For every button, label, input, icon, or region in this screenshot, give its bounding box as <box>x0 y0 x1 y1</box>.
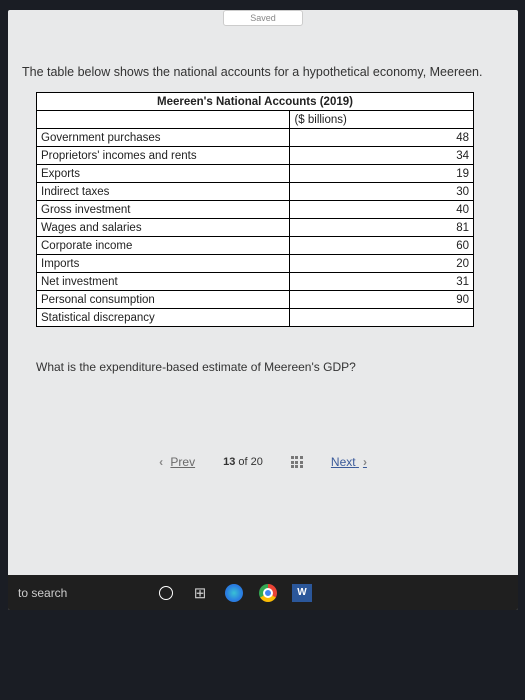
grid-icon[interactable] <box>291 456 303 468</box>
row-value: 40 <box>290 201 474 219</box>
page-of-word: of <box>238 456 247 468</box>
prev-button[interactable]: ‹ Prev <box>155 455 195 469</box>
cortana-icon[interactable] <box>154 581 178 605</box>
page-total: 20 <box>251 456 263 468</box>
page-indicator: 13 of 20 <box>223 456 263 468</box>
row-value: 81 <box>290 219 474 237</box>
row-value: 31 <box>290 273 474 291</box>
next-button[interactable]: Next › <box>331 455 371 469</box>
table-row: Exports19 <box>37 165 474 183</box>
intro-text: The table below shows the national accou… <box>22 65 482 79</box>
search-input[interactable]: to search <box>14 586 144 600</box>
table-col-value-header: ($ billions) <box>290 111 474 129</box>
row-value: 60 <box>290 237 474 255</box>
content-screen: Saved The table below shows the national… <box>8 10 518 610</box>
row-label: Net investment <box>37 273 290 291</box>
row-value: 48 <box>290 129 474 147</box>
row-label: Personal consumption <box>37 291 290 309</box>
row-label: Exports <box>37 165 290 183</box>
national-accounts-table: Meereen's National Accounts (2019) ($ bi… <box>36 92 474 327</box>
row-label: Statistical discrepancy <box>37 309 290 327</box>
row-value <box>290 309 474 327</box>
chrome-icon[interactable] <box>256 581 280 605</box>
chevron-left-icon: ‹ <box>159 455 163 469</box>
table-row: Imports20 <box>37 255 474 273</box>
chevron-right-icon: › <box>363 455 367 469</box>
row-value: 19 <box>290 165 474 183</box>
table-row: Personal consumption90 <box>37 291 474 309</box>
table-row: Gross investment40 <box>37 201 474 219</box>
word-icon[interactable]: W <box>290 581 314 605</box>
table-row: Indirect taxes30 <box>37 183 474 201</box>
edge-icon[interactable] <box>222 581 246 605</box>
page-current: 13 <box>223 456 235 468</box>
table-row: Wages and salaries81 <box>37 219 474 237</box>
task-view-icon[interactable]: ⊞ <box>188 581 212 605</box>
next-label: Next <box>331 455 356 469</box>
saved-indicator: Saved <box>223 10 303 26</box>
table-row: Proprietors' incomes and rents34 <box>37 147 474 165</box>
taskbar: to search ⊞ W <box>8 575 518 610</box>
question-text: What is the expenditure-based estimate o… <box>36 360 356 374</box>
row-label: Imports <box>37 255 290 273</box>
row-label: Gross investment <box>37 201 290 219</box>
saved-label: Saved <box>250 13 276 23</box>
row-value: 20 <box>290 255 474 273</box>
row-value: 30 <box>290 183 474 201</box>
pager: ‹ Prev 13 of 20 Next › <box>8 455 518 469</box>
row-value: 90 <box>290 291 474 309</box>
table-row: Net investment31 <box>37 273 474 291</box>
table-col-label <box>37 111 290 129</box>
prev-label: Prev <box>170 455 195 469</box>
row-label: Wages and salaries <box>37 219 290 237</box>
row-label: Indirect taxes <box>37 183 290 201</box>
table-row: Statistical discrepancy <box>37 309 474 327</box>
row-value: 34 <box>290 147 474 165</box>
table-title: Meereen's National Accounts (2019) <box>37 93 474 111</box>
table-row: Corporate income60 <box>37 237 474 255</box>
row-label: Proprietors' incomes and rents <box>37 147 290 165</box>
row-label: Corporate income <box>37 237 290 255</box>
row-label: Government purchases <box>37 129 290 147</box>
table-row: Government purchases48 <box>37 129 474 147</box>
